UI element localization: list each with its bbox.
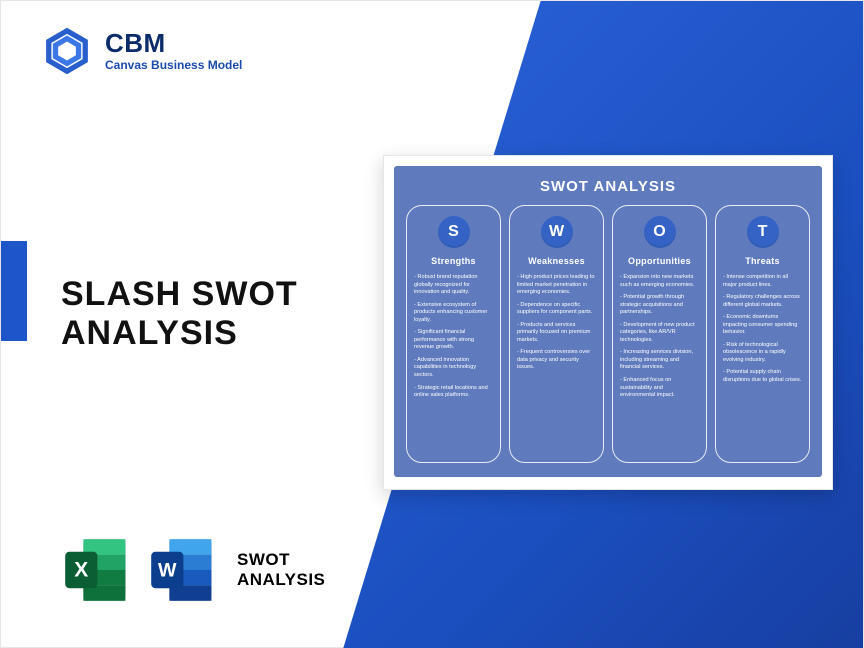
swot-item: Potential growth through strategic acqui… — [620, 294, 699, 317]
swot-item: Advanced innovation capabilities in tech… — [414, 357, 493, 380]
slide-canvas: CBM Canvas Business Model SLASH SWOT ANA… — [0, 0, 864, 648]
swot-item: Products and services primarily focused … — [517, 322, 596, 345]
swot-item-list: Intense competition in all major product… — [723, 274, 802, 385]
swot-column-heading: Opportunities — [628, 256, 691, 266]
file-format-label: SWOT ANALYSIS — [237, 550, 325, 589]
main-title-line1: SLASH SWOT — [61, 275, 298, 314]
swot-column-threats: T Threats Intense competition in all major… — [715, 205, 810, 463]
swot-item: Potential supply chain disruptions due t… — [723, 369, 802, 384]
swot-item: Robust brand reputation globally recogni… — [414, 274, 493, 297]
swot-columns: S Strengths Robust brand reputation global… — [406, 205, 810, 463]
swot-column-heading: Threats — [745, 256, 780, 266]
swot-column-opportunities: O Opportunities Expansion into new markets… — [612, 205, 707, 463]
main-title: SLASH SWOT ANALYSIS — [61, 275, 298, 353]
swot-item-list: Expansion into new markets such as emerg… — [620, 274, 699, 400]
swot-item: Significant financial performance with s… — [414, 329, 493, 352]
swot-preview-card: SWOT ANALYSIS S Strengths Robust brand rep… — [383, 155, 833, 490]
swot-item: High product prices leading to limited m… — [517, 274, 596, 297]
swot-item: Intense competition in all major product… — [723, 274, 802, 289]
svg-text:W: W — [158, 559, 177, 581]
swot-item: Regulatory challenges across different g… — [723, 294, 802, 309]
swot-badge: W — [541, 216, 573, 248]
swot-panel-title: SWOT ANALYSIS — [406, 178, 810, 195]
swot-item: Expansion into new markets such as emerg… — [620, 274, 699, 289]
swot-item: Extensive ecosystem of products enhancin… — [414, 302, 493, 325]
swot-item: Strategic retail locations and online sa… — [414, 385, 493, 400]
swot-item: Enhanced focus on sustainability and env… — [620, 377, 699, 400]
brand-subtitle: Canvas Business Model — [105, 59, 242, 72]
swot-column-strengths: S Strengths Robust brand reputation global… — [406, 205, 501, 463]
swot-item: Economic downturns impacting consumer sp… — [723, 314, 802, 337]
swot-item: Risk of technological obsolescence in a … — [723, 342, 802, 365]
swot-item: Dependence on specific suppliers for com… — [517, 302, 596, 317]
swot-column-heading: Weaknesses — [528, 256, 585, 266]
brand-title: CBM — [105, 30, 242, 57]
swot-item: Increasing services division, including … — [620, 349, 699, 372]
swot-badge: S — [438, 216, 470, 248]
swot-item: Development of new product categories, l… — [620, 322, 699, 345]
word-icon: W — [147, 535, 217, 605]
file-format-label-line1: SWOT — [237, 550, 325, 570]
swot-badge: T — [747, 216, 779, 248]
file-format-row: X W SWOT ANALYSIS — [61, 535, 325, 605]
svg-text:X: X — [74, 558, 88, 581]
swot-badge: O — [644, 216, 676, 248]
file-format-label-line2: ANALYSIS — [237, 570, 325, 590]
swot-column-heading: Strengths — [431, 256, 476, 266]
excel-icon: X — [61, 535, 131, 605]
swot-item-list: Robust brand reputation globally recogni… — [414, 274, 493, 400]
brand-logo: CBM Canvas Business Model — [43, 27, 242, 75]
swot-column-weaknesses: W Weaknesses High product prices leading t… — [509, 205, 604, 463]
swot-item-list: High product prices leading to limited m… — [517, 274, 596, 372]
brand-logo-icon — [43, 27, 91, 75]
main-title-line2: ANALYSIS — [61, 314, 298, 353]
swot-item: Frequent controversies over data privacy… — [517, 349, 596, 372]
swot-panel: SWOT ANALYSIS S Strengths Robust brand rep… — [394, 166, 822, 477]
left-accent-bar — [1, 241, 27, 341]
